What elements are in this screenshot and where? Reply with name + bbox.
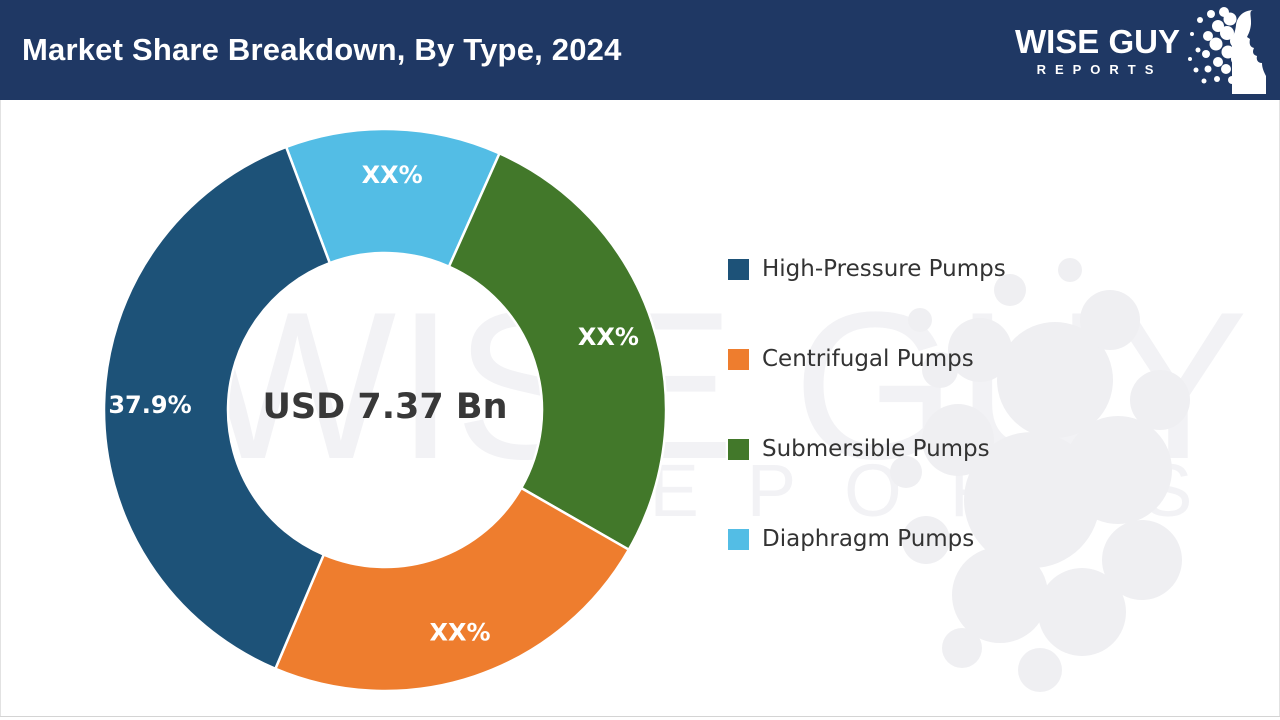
slice-value-label: XX% [362, 161, 423, 189]
pie-slice-centrifugal-pumps [274, 486, 631, 693]
header-bar: Market Share Breakdown, By Type, 2024 WI… [0, 0, 1280, 100]
legend-item-high-pressure-pumps: High-Pressure Pumps [728, 256, 1006, 282]
chart-center-value: USD 7.37 Bn [262, 387, 508, 427]
wise-guy-reports-logo: WISE GUY REPORTS [1015, 0, 1266, 100]
chart-legend: High-Pressure Pumps Centrifugal Pumps Su… [728, 256, 1006, 552]
pie-slice-submersible-pumps [447, 152, 668, 551]
legend-label: Centrifugal Pumps [762, 346, 974, 372]
legend-swatch [728, 438, 749, 460]
slice-value-label: XX% [429, 619, 490, 647]
legend-swatch [728, 348, 749, 370]
left-border-line [0, 100, 1, 716]
slice-value-label: XX% [578, 323, 639, 351]
legend-label: High-Pressure Pumps [762, 256, 1006, 282]
legend-swatch [728, 528, 749, 550]
page-title: Market Share Breakdown, By Type, 2024 [22, 32, 622, 67]
legend-label: Diaphragm Pumps [762, 526, 975, 552]
legend-item-diaphragm-pumps: Diaphragm Pumps [728, 526, 1006, 552]
legend-item-centrifugal-pumps: Centrifugal Pumps [728, 346, 1006, 372]
slice-value-label: 37.9% [108, 391, 191, 419]
logo-text: WISE GUY REPORTS [1015, 25, 1180, 76]
bottom-border-line [0, 716, 1280, 717]
pie-slice-high-pressure-pumps [102, 145, 332, 670]
legend-label: Submersible Pumps [762, 436, 990, 462]
logo-subtitle: REPORTS [1036, 61, 1163, 77]
legend-item-submersible-pumps: Submersible Pumps [728, 436, 1006, 462]
legend-swatch [728, 258, 749, 280]
logo-wordmark: WISE GUY [1014, 22, 1180, 60]
donut-chart: XX% XX% XX% 37.9% [102, 127, 668, 693]
logo-face-graphic [1188, 7, 1266, 94]
